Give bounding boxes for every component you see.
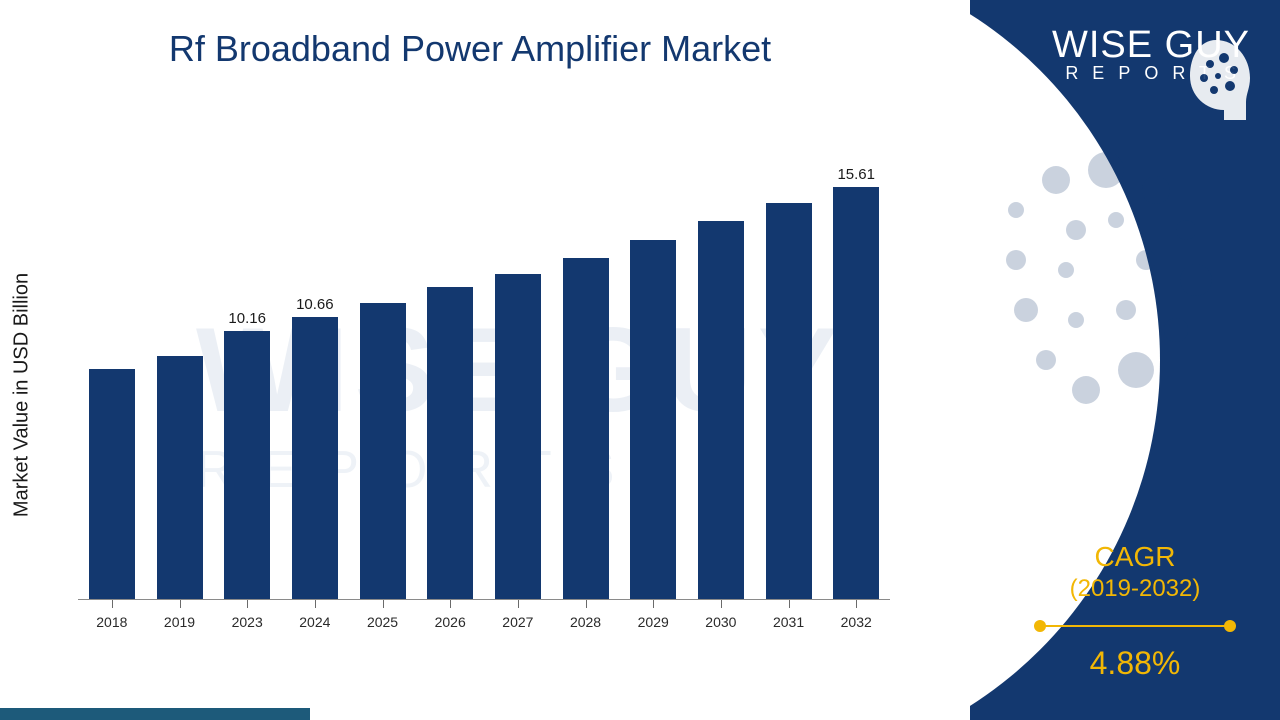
bar (157, 356, 203, 599)
bar (833, 187, 879, 599)
bar (630, 240, 676, 599)
bar-slot (78, 150, 146, 599)
bar-slot (349, 150, 417, 599)
bar-slot: 10.66 (281, 150, 349, 599)
cagr-range: (2019-2032) (990, 575, 1280, 603)
bar-slot (416, 150, 484, 599)
bars-container: 10.1610.66 15.61 (78, 150, 890, 599)
x-tick: 2030 (687, 600, 755, 640)
bar (292, 317, 338, 599)
x-tick: 2018 (78, 600, 146, 640)
bar-slot (552, 150, 620, 599)
bar-value-label: 10.66 (281, 296, 349, 313)
bar-slot (619, 150, 687, 599)
brand-logo: WISE GUY REPORTS (990, 24, 1250, 84)
head-icon (1176, 36, 1256, 126)
infographic-page: WISE GUY REPORTS Rf Broadband Power Ampl… (0, 0, 1280, 720)
bar (427, 287, 473, 599)
plot-area: 10.1610.66 15.61 (78, 150, 890, 600)
bar (224, 331, 270, 599)
x-tick: 2026 (416, 600, 484, 640)
bottom-accent-bar (0, 708, 310, 720)
bar-slot (146, 150, 214, 599)
bar-slot (755, 150, 823, 599)
page-title: Rf Broadband Power Amplifier Market (60, 28, 880, 70)
x-tick: 2024 (281, 600, 349, 640)
bar (698, 221, 744, 599)
bar (360, 303, 406, 599)
cagr-value: 4.88% (990, 645, 1280, 682)
bar (766, 203, 812, 599)
cagr-block: CAGR (2019-2032) 4.88% (990, 541, 1280, 682)
bar-value-label: 15.61 (822, 166, 890, 183)
cagr-label: CAGR (990, 541, 1280, 573)
bar (89, 369, 135, 599)
bar (563, 258, 609, 599)
x-tick: 2023 (213, 600, 281, 640)
bar-chart: Market Value in USD Billion 10.1610.6615… (70, 150, 890, 640)
x-tick: 2025 (349, 600, 417, 640)
x-tick: 2028 (552, 600, 620, 640)
bar (495, 274, 541, 599)
bar-slot: 10.16 (213, 150, 281, 599)
x-tick: 2027 (484, 600, 552, 640)
x-tick: 2031 (755, 600, 823, 640)
x-tick: 2019 (146, 600, 214, 640)
bar-slot (687, 150, 755, 599)
x-tick: 2032 (822, 600, 890, 640)
y-axis-label: Market Value in USD Billion (11, 273, 34, 517)
x-axis-ticks: 2018201920232024202520262027202820292030… (78, 600, 890, 640)
bar-value-label: 10.16 (213, 310, 281, 327)
bar-slot (484, 150, 552, 599)
cagr-divider (1040, 625, 1230, 627)
x-tick: 2029 (619, 600, 687, 640)
bar-slot: 15.61 (822, 150, 890, 599)
